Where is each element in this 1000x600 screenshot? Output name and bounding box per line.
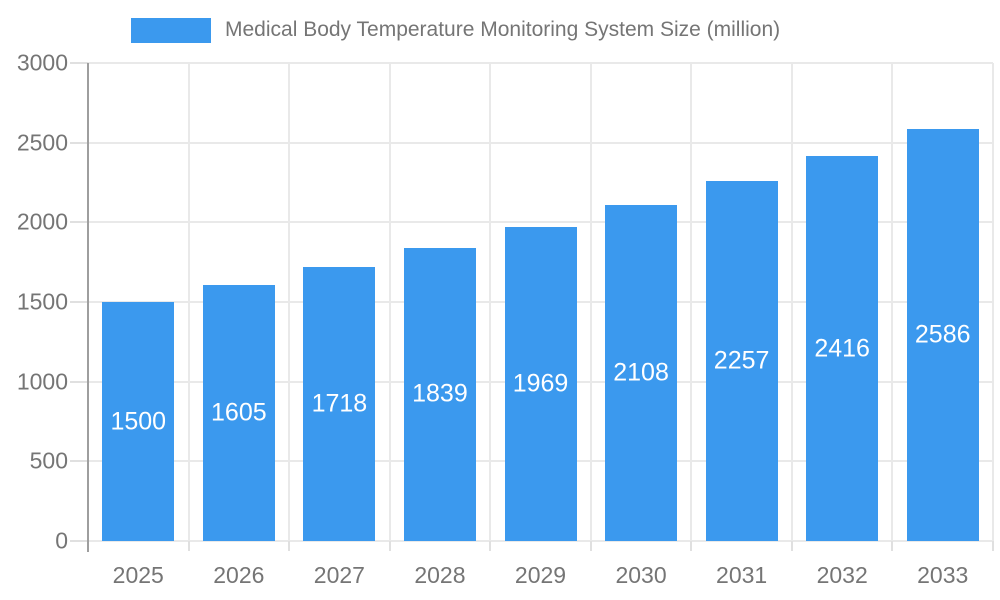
x-tick-label: 2029 [514,562,567,588]
bar [102,302,175,541]
y-axis-tick [70,540,88,542]
y-gridline [88,62,993,64]
y-axis-tick [70,62,88,64]
chart-legend: Medical Body Temperature Monitoring Syst… [131,16,780,44]
y-gridline [88,221,993,224]
bar [605,205,678,541]
y-axis-tick [70,141,88,144]
x-axis-tick [891,541,894,551]
x-gridline [288,63,291,541]
x-gridline [992,63,994,541]
x-tick-label: 2032 [816,562,868,588]
bar [806,156,879,541]
bar [202,285,275,541]
bar [906,128,979,541]
x-tick-label: 2031 [716,562,768,588]
y-axis-tick [70,301,88,303]
bar-value-label: 1839 [412,379,468,408]
x-gridline [790,63,793,541]
x-axis-tick [690,541,693,551]
x-tick-label: 2033 [917,562,969,588]
x-gridline [187,63,190,541]
x-tick-label: 2028 [414,562,466,588]
y-tick-label: 500 [29,447,68,474]
y-axis-line [87,63,89,552]
x-tick-label: 2027 [313,562,365,588]
x-axis-tick [187,541,190,551]
bar [705,181,778,541]
x-axis-tick [790,541,793,551]
y-tick-label: 3000 [16,49,68,76]
bar-value-label: 1718 [311,389,368,418]
x-axis-tick [992,541,994,551]
bar-value-label: 2257 [713,346,770,375]
y-tick-label: 0 [55,527,68,554]
bar-value-label: 2416 [814,334,870,363]
bar [504,227,577,541]
legend-swatch [131,17,211,43]
x-gridline [891,63,894,541]
bar-value-label: 1605 [211,398,267,427]
x-gridline [589,63,592,541]
x-tick-label: 2026 [213,562,265,588]
y-tick-label: 1500 [16,288,68,315]
x-axis-tick [589,541,592,551]
x-gridline [388,63,391,541]
bar-value-label: 2108 [613,358,669,387]
legend-label: Medical Body Temperature Monitoring Syst… [225,18,781,41]
bar [303,267,376,541]
bar-value-label: 1500 [110,407,167,435]
y-tick-label: 2500 [16,129,68,156]
bar-value-label: 1969 [512,369,569,398]
y-axis-tick [70,380,88,383]
y-tick-label: 1000 [16,368,68,395]
y-gridline [88,540,993,542]
x-axis-tick [288,541,291,551]
bar [403,247,476,541]
bar-value-label: 2586 [914,320,971,349]
y-axis-tick [70,460,88,463]
y-gridline [88,141,993,144]
y-axis-tick [70,221,88,224]
x-gridline [690,63,693,541]
x-tick-label: 2025 [112,562,164,588]
x-gridline [489,63,492,541]
x-tick-label: 2030 [615,562,667,588]
x-axis-tick [388,541,391,551]
y-tick-label: 2000 [16,208,68,235]
x-axis-tick [489,541,492,551]
